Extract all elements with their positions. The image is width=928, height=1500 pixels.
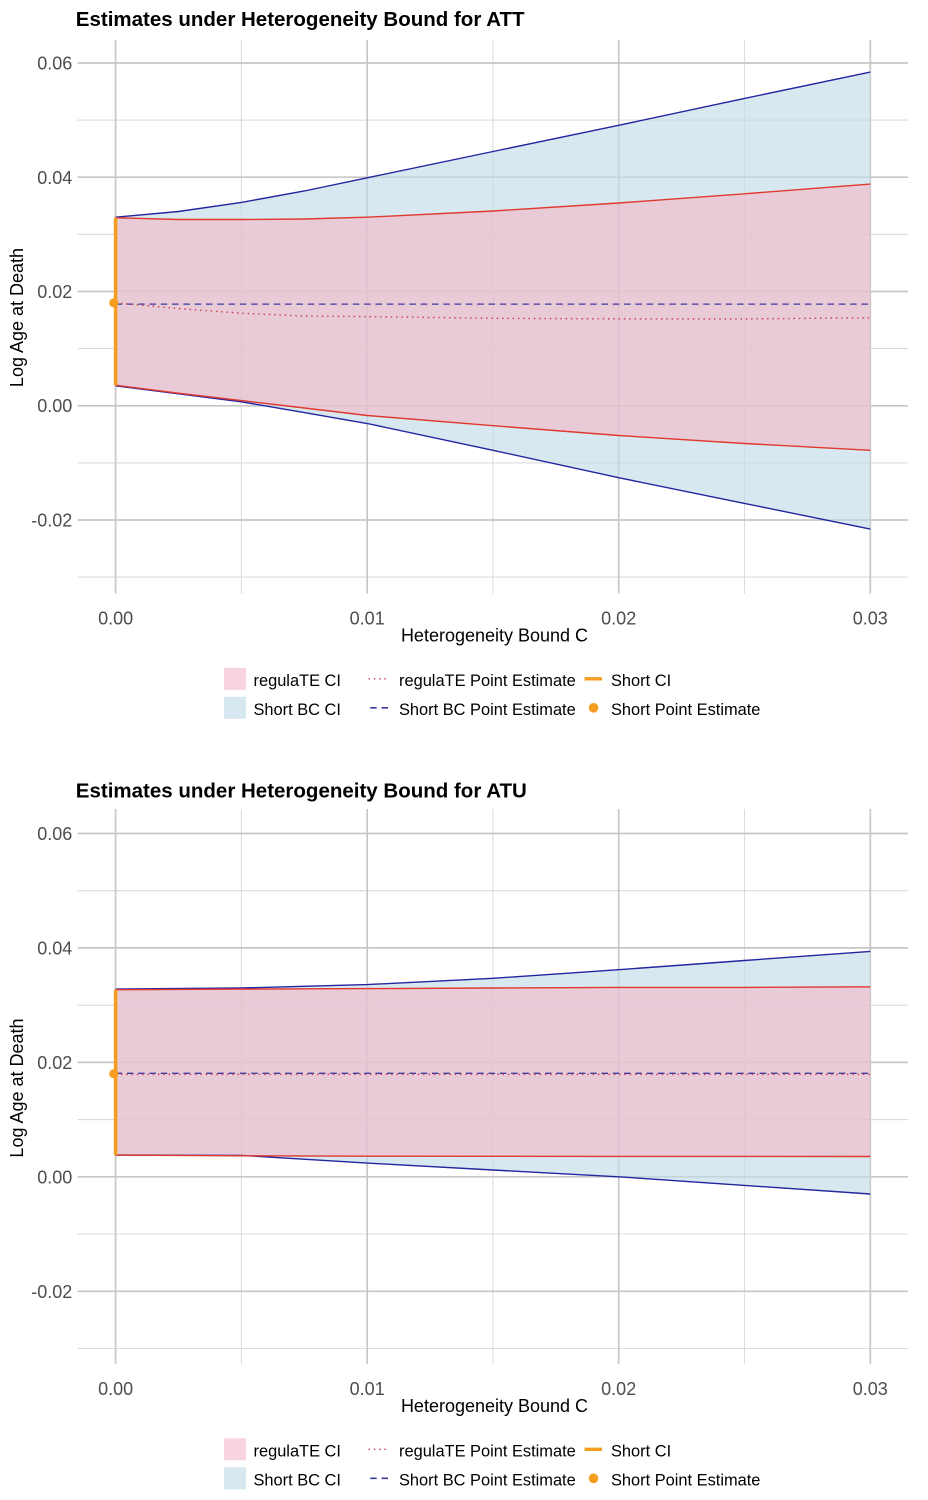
svg-text:-0.02: -0.02 bbox=[31, 511, 72, 531]
svg-text:0.03: 0.03 bbox=[853, 609, 888, 629]
svg-text:Log Age at Death: Log Age at Death bbox=[7, 248, 27, 387]
svg-text:-0.02: -0.02 bbox=[31, 1282, 72, 1302]
svg-text:Heterogeneity Bound C: Heterogeneity Bound C bbox=[401, 626, 588, 646]
svg-text:regulaTE Point Estimate: regulaTE Point Estimate bbox=[399, 672, 576, 690]
svg-text:regulaTE Point Estimate: regulaTE Point Estimate bbox=[399, 1442, 576, 1460]
svg-text:0.04: 0.04 bbox=[37, 168, 72, 188]
svg-text:0.00: 0.00 bbox=[37, 1167, 72, 1187]
svg-text:0.06: 0.06 bbox=[37, 824, 72, 844]
svg-text:Estimates under Heterogeneity: Estimates under Heterogeneity Bound for … bbox=[76, 8, 525, 31]
svg-text:0.06: 0.06 bbox=[37, 54, 72, 74]
svg-text:Heterogeneity Bound C: Heterogeneity Bound C bbox=[401, 1396, 588, 1416]
svg-text:0.03: 0.03 bbox=[853, 1379, 888, 1399]
svg-text:0.01: 0.01 bbox=[350, 1379, 385, 1399]
svg-text:Estimates under Heterogeneity: Estimates under Heterogeneity Bound for … bbox=[76, 779, 527, 802]
svg-text:Short BC CI: Short BC CI bbox=[254, 1471, 341, 1489]
svg-text:0.00: 0.00 bbox=[98, 609, 133, 629]
svg-text:0.01: 0.01 bbox=[350, 609, 385, 629]
svg-text:0.02: 0.02 bbox=[37, 282, 72, 302]
svg-text:Short BC Point Estimate: Short BC Point Estimate bbox=[399, 701, 576, 719]
svg-text:Short BC Point Estimate: Short BC Point Estimate bbox=[399, 1471, 576, 1489]
svg-text:regulaTE CI: regulaTE CI bbox=[254, 1442, 341, 1460]
svg-text:Short Point Estimate: Short Point Estimate bbox=[611, 701, 760, 719]
svg-text:0.02: 0.02 bbox=[601, 1379, 636, 1399]
svg-text:Short CI: Short CI bbox=[611, 1442, 671, 1460]
svg-text:0.04: 0.04 bbox=[37, 938, 72, 958]
svg-text:Short Point Estimate: Short Point Estimate bbox=[611, 1471, 760, 1489]
svg-text:0.02: 0.02 bbox=[37, 1053, 72, 1073]
svg-text:Short CI: Short CI bbox=[611, 672, 671, 690]
svg-text:regulaTE CI: regulaTE CI bbox=[254, 672, 341, 690]
svg-text:Short BC CI: Short BC CI bbox=[254, 701, 341, 719]
svg-text:0.00: 0.00 bbox=[37, 396, 72, 416]
svg-text:Log Age at Death: Log Age at Death bbox=[7, 1018, 27, 1157]
svg-text:0.00: 0.00 bbox=[98, 1379, 133, 1399]
svg-text:0.02: 0.02 bbox=[601, 609, 636, 629]
